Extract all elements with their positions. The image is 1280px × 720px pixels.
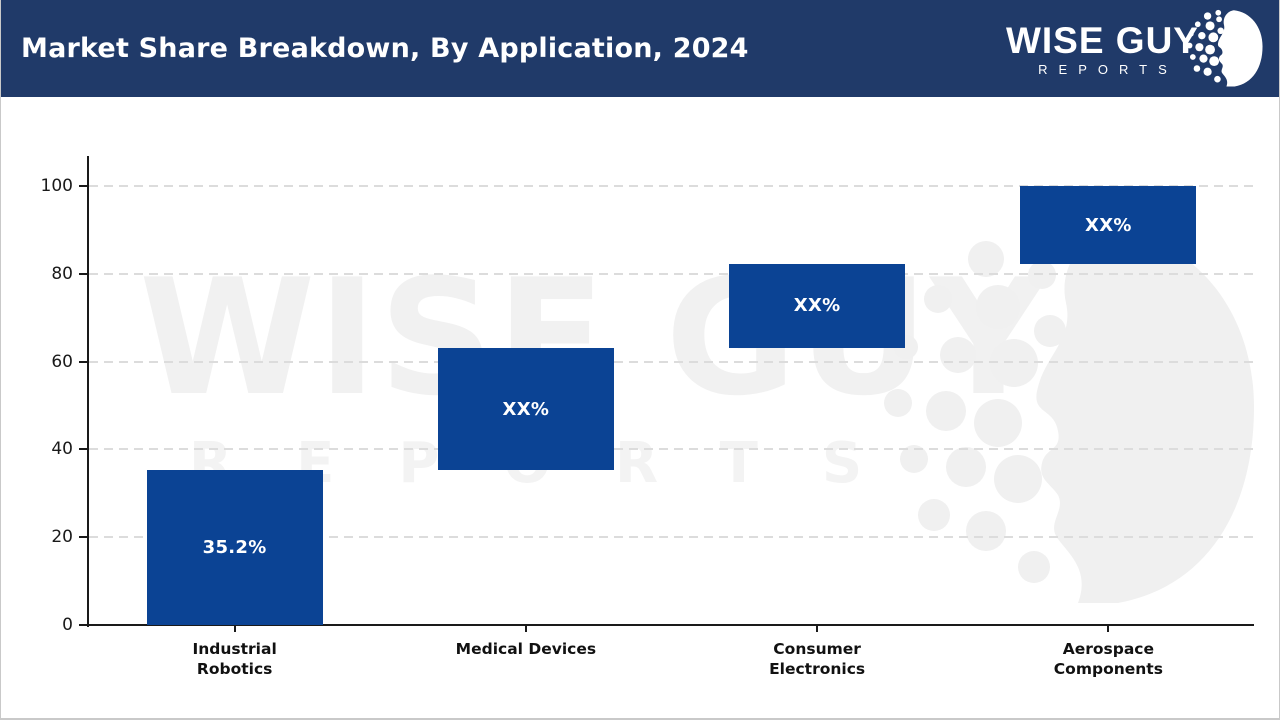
brand-head-dots-icon (1186, 9, 1263, 87)
x-tick-industrial-robotics (233, 626, 236, 632)
y-tick-60 (79, 360, 87, 363)
y-tick-label-40: 40 (51, 439, 73, 460)
brand-logo: WISE GUY REPORTS (1006, 8, 1265, 90)
y-tick-label-100: 100 (40, 176, 73, 196)
y-tick-label-80: 80 (51, 263, 73, 284)
gridline-100 (89, 185, 1254, 187)
y-tick-label-20: 20 (51, 527, 73, 548)
brand-subname: REPORTS (1038, 61, 1178, 77)
y-tick-0 (79, 624, 87, 626)
bar-value-label: XX% (502, 398, 550, 420)
bar-value-label: 35.2% (202, 537, 267, 559)
x-category-label-industrial-robotics: Industrial Robotics (192, 640, 277, 678)
brand-name: WISE GUY (1005, 19, 1199, 61)
y-tick-20 (79, 536, 87, 539)
page-title: Market Share Breakdown, By Application, … (21, 33, 749, 64)
y-tick-80 (79, 272, 87, 275)
x-tick-medical-devices (524, 626, 527, 632)
header: Market Share Breakdown, By Application, … (1, 0, 1279, 97)
gridline-60 (89, 360, 1254, 363)
x-category-label-medical-devices: Medical Devices (455, 640, 597, 658)
y-axis-line (87, 156, 89, 627)
bar-medical-devices[interactable]: XX% (437, 347, 614, 471)
x-axis-line (87, 624, 1254, 626)
bar-consumer-electronics[interactable]: XX% (729, 264, 906, 348)
y-tick-40 (79, 448, 87, 451)
x-tick-aerospace-components (1107, 626, 1110, 632)
y-tick-label-0: 0 (62, 615, 73, 635)
x-category-label-aerospace-components: Aerospace Components (1053, 640, 1163, 678)
watermark-head-dots-icon (884, 229, 1254, 603)
brand-logo-text: WISE GUY REPORTS (1005, 19, 1199, 77)
gridline-40 (89, 448, 1254, 451)
x-category-label-consumer-electronics: Consumer Electronics (769, 640, 866, 678)
bar-industrial-robotics[interactable]: 35.2% (146, 470, 323, 625)
y-tick-100 (79, 185, 87, 187)
x-tick-consumer-electronics (816, 626, 819, 632)
bar-aerospace-components[interactable]: XX% (1020, 186, 1197, 265)
gridline-20 (89, 536, 1254, 539)
bar-value-label: XX% (793, 295, 841, 317)
gridline-80 (89, 272, 1254, 275)
y-tick-label-60: 60 (51, 351, 73, 372)
bar-value-label: XX% (1085, 214, 1132, 236)
plot-area: 0 20 40 60 80 100 35.2% Industrial Robotics XX% M… (41, 156, 1254, 678)
